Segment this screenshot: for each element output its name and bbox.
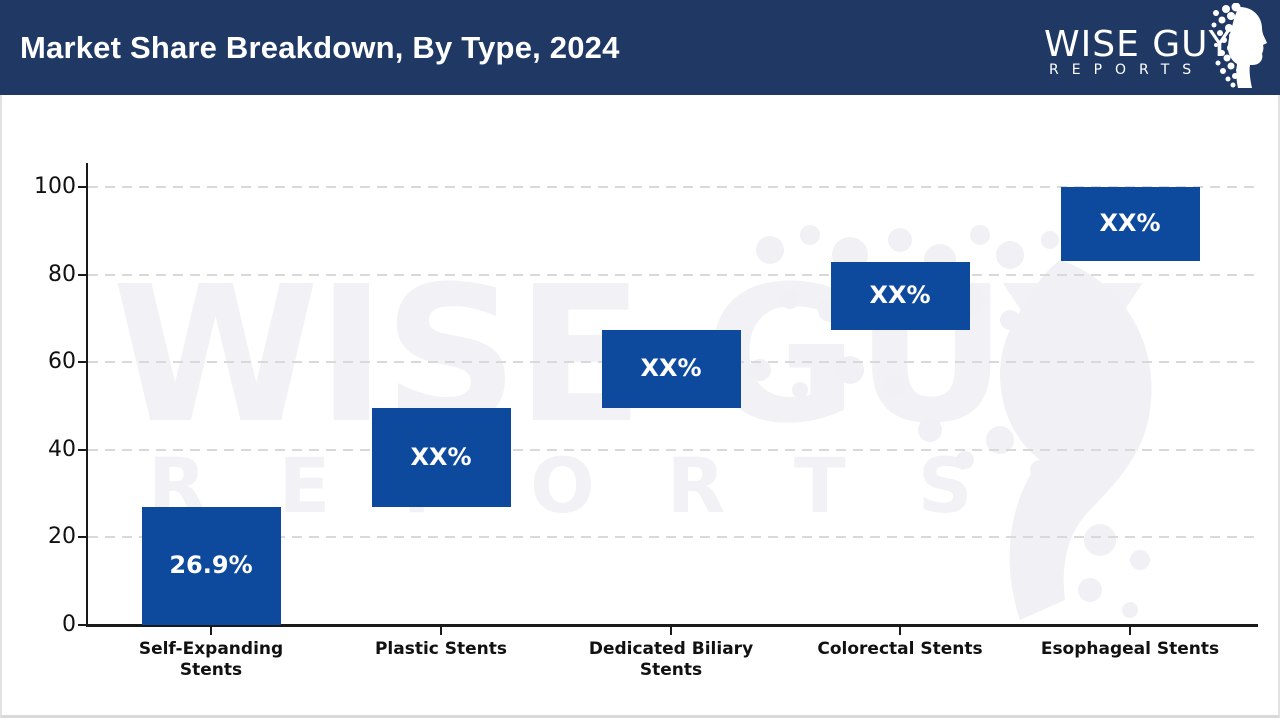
y-tick-0: [78, 624, 86, 626]
y-axis-spine: [86, 163, 88, 626]
x-tick-2: [440, 627, 442, 635]
bar-value-label: XX%: [640, 353, 702, 382]
x-tick-4: [899, 627, 901, 635]
bar-value-label: 26.9%: [169, 551, 253, 580]
x-axis-label: Self-Expanding Stents: [138, 639, 284, 680]
gridline-100: [88, 186, 1254, 188]
bar-5: [1060, 187, 1200, 262]
gridline-20: [88, 536, 1254, 539]
bar-value-label: XX%: [869, 280, 931, 309]
page-title: Market Share Breakdown, By Type, 2024: [20, 30, 620, 65]
y-tick-label: 20: [48, 524, 76, 550]
x-axis-label: Colorectal Stents: [817, 639, 983, 659]
dotted-face-profile-icon: [1211, 3, 1267, 88]
gridline-40: [88, 448, 1254, 451]
x-axis-label: Esophageal Stents: [1040, 639, 1220, 659]
bar-3: [601, 329, 741, 409]
logo-subtitle: REPORTS: [1049, 62, 1205, 78]
watermark-reports: REPORTS: [148, 441, 1045, 530]
header-bar: Market Share Breakdown, By Type, 2024 WI…: [0, 0, 1280, 95]
bar-value-label: XX%: [1099, 209, 1161, 238]
y-tick-label: 0: [62, 612, 76, 637]
y-tick-label: 100: [34, 174, 76, 199]
bar-1: [141, 507, 281, 625]
y-tick-80: [78, 273, 86, 276]
x-axis-label: Dedicated Biliary Stents: [588, 639, 754, 680]
gridline-80: [88, 273, 1254, 276]
x-axis-label: Plastic Stents: [374, 639, 508, 659]
x-axis-spine: [86, 624, 1258, 627]
bar-4: [830, 261, 970, 330]
x-tick-1: [210, 627, 212, 635]
y-tick-40: [78, 448, 86, 451]
y-tick-label: 40: [48, 436, 76, 462]
bar-2: [371, 408, 511, 508]
x-tick-3: [670, 627, 672, 635]
y-tick-60: [78, 361, 86, 364]
y-tick-label: 80: [48, 261, 76, 287]
logo-wordmark: WISE GUY: [1044, 24, 1232, 65]
y-tick-100: [78, 186, 86, 188]
bar-value-label: XX%: [410, 442, 472, 471]
y-tick-label: 60: [48, 349, 76, 375]
y-tick-20: [78, 536, 86, 539]
x-tick-5: [1129, 627, 1131, 635]
